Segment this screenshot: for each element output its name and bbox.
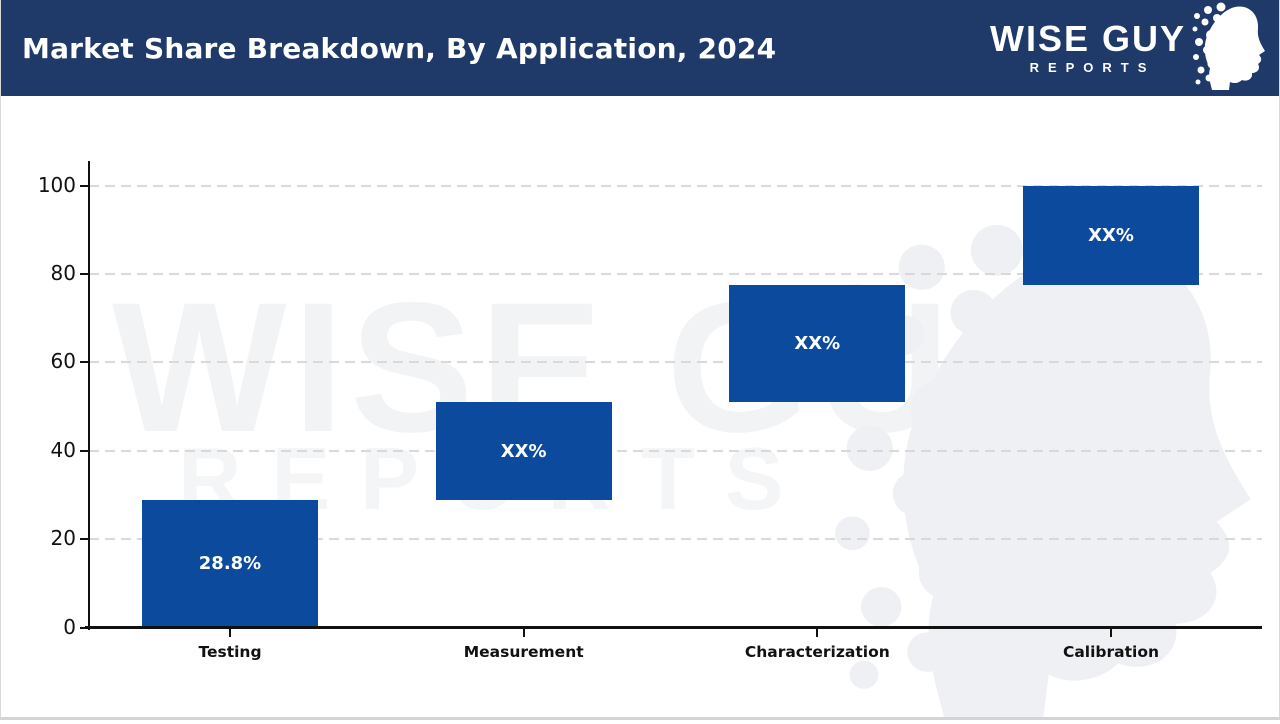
x-axis-line bbox=[85, 626, 1262, 629]
header-bar: Market Share Breakdown, By Application, … bbox=[0, 0, 1280, 96]
bar-value-label: XX% bbox=[1088, 224, 1134, 246]
x-tick-calibration bbox=[1110, 629, 1112, 637]
category-label-characterization: Characterization bbox=[744, 642, 890, 661]
y-tick-label-60: 60 bbox=[50, 349, 76, 374]
x-tick-measurement bbox=[522, 629, 525, 637]
y-tick-label-20: 20 bbox=[50, 526, 76, 551]
bar-measurement[interactable]: XX% bbox=[435, 402, 612, 501]
y-tick-20 bbox=[80, 538, 88, 541]
page-title: Market Share Breakdown, By Application, … bbox=[22, 31, 777, 65]
bar-calibration[interactable]: XX% bbox=[1023, 185, 1199, 286]
gridline-60 bbox=[89, 361, 1262, 364]
bar-value-label: 28.8% bbox=[198, 553, 262, 575]
gridline-20 bbox=[89, 538, 1262, 541]
y-tick-label-100: 100 bbox=[37, 172, 76, 197]
logo-wordmark: WISE GUY bbox=[989, 18, 1186, 59]
y-tick-0 bbox=[80, 626, 88, 629]
logo-subtitle: REPORTS bbox=[1029, 60, 1156, 75]
wiseguy-face-watermark bbox=[812, 222, 1274, 724]
waterfall-chart: 0 20 40 60 80 100 28.8% XX% XX% XX% Testing Measure… bbox=[0, 96, 1280, 720]
bar-value-label: XX% bbox=[794, 333, 841, 355]
bar-testing[interactable]: 28.8% bbox=[142, 500, 318, 628]
gridline-40 bbox=[89, 449, 1262, 452]
x-tick-characterization bbox=[816, 629, 819, 637]
y-tick-100 bbox=[80, 184, 88, 187]
y-tick-label-40: 40 bbox=[50, 437, 76, 462]
wiseguy-face-icon bbox=[1188, 2, 1270, 94]
bar-characterization[interactable]: XX% bbox=[729, 285, 906, 403]
category-label-calibration: Calibration bbox=[1062, 642, 1160, 661]
y-tick-60 bbox=[80, 361, 88, 364]
y-axis-line bbox=[88, 160, 90, 631]
y-tick-label-80: 80 bbox=[50, 261, 76, 286]
gridline-100 bbox=[89, 184, 1262, 187]
y-tick-label-0: 0 bbox=[63, 614, 76, 639]
category-label-testing: Testing bbox=[198, 642, 262, 661]
x-tick-testing bbox=[229, 629, 231, 637]
logo-text: WISE GUY REPORTS bbox=[989, 18, 1186, 76]
category-label-measurement: Measurement bbox=[463, 642, 584, 661]
bar-value-label: XX% bbox=[500, 440, 547, 462]
y-tick-40 bbox=[80, 449, 88, 452]
wiseguy-logo: WISE GUY REPORTS bbox=[990, 2, 1280, 94]
gridline-80 bbox=[89, 273, 1262, 276]
y-tick-80 bbox=[80, 273, 88, 276]
